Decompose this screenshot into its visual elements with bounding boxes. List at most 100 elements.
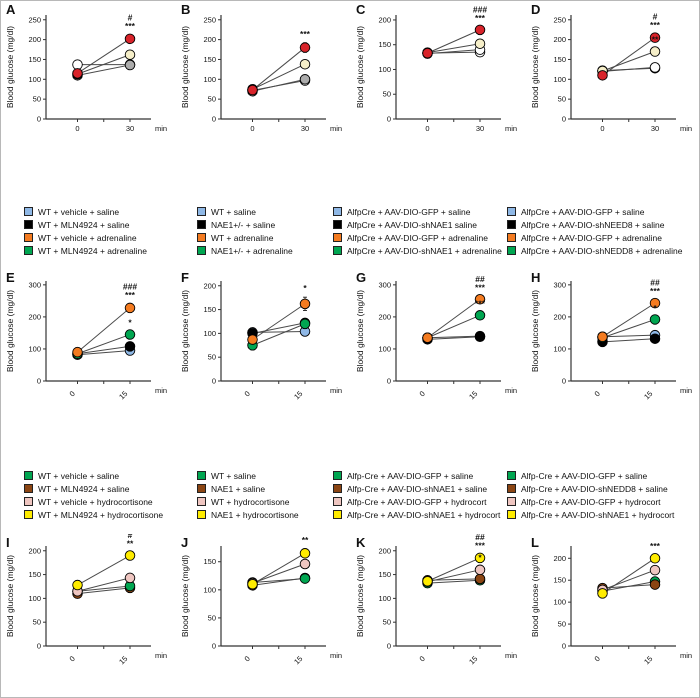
y-tick-label: 50 <box>208 353 216 362</box>
legend-label: WT + vehicle + saline <box>38 470 120 481</box>
y-tick-label: 100 <box>28 594 41 603</box>
y-tick-label: 50 <box>558 620 566 629</box>
y-tick-label: 250 <box>553 15 566 24</box>
y-tick-label: 100 <box>553 75 566 84</box>
legend-label: WT + vehicle + adrenaline <box>38 232 137 243</box>
x-tick-label: 15 <box>467 389 479 401</box>
panel-k: K 0 50 100 150 200 0 15 min Blood glucose (mg/dl)… <box>351 532 526 697</box>
legend-swatch-icon <box>507 471 516 480</box>
y-tick-label: 100 <box>203 329 216 338</box>
legend-item: WT + MLN4924 + saline <box>24 482 163 495</box>
legend-swatch-icon <box>197 484 206 493</box>
y-tick-label: 0 <box>387 377 391 386</box>
x-tick-label: 0 <box>418 389 427 398</box>
legend-item: NAE1+/- + adrenaline <box>197 244 293 257</box>
legend-swatch-icon <box>333 510 342 519</box>
legend-item: WT + saline <box>197 205 293 218</box>
legend-swatch-icon <box>197 233 206 242</box>
y-tick-label: 200 <box>378 546 391 555</box>
legend-item: Alfp-Cre + AAV-DIO-shNAE1 + hydrocort <box>333 508 500 521</box>
panel-label: E <box>6 270 15 285</box>
x-tick-label: 0 <box>593 389 602 398</box>
legend-swatch-icon <box>333 207 342 216</box>
line-chart-c: 0 50 100 150 200 0 30 min Blood glucose (mg/dl) #… <box>355 4 517 133</box>
x-unit-label: min <box>680 124 692 133</box>
significance-annotation: ** <box>127 539 134 549</box>
legend-item: AlfpCre + AAV-DIO-GFP + saline <box>507 205 682 218</box>
significance-annotation: * <box>303 283 307 293</box>
data-point-black-circle <box>649 333 661 344</box>
panel-label: L <box>531 535 539 550</box>
legend-label: WT + MLN4924 + hydrocortisone <box>38 509 164 520</box>
legend-item: AlfpCre + AAV-DIO-GFP + adrenaline <box>333 231 502 244</box>
y-tick-label: 0 <box>37 115 41 124</box>
y-tick-label: 0 <box>387 115 391 124</box>
legend-swatch-icon <box>197 207 206 216</box>
legend-swatch-icon <box>197 497 206 506</box>
panel-c: C 0 50 100 150 200 0 30 min Blood glucose (mg/dl)… <box>351 1 526 171</box>
line-chart-l: 0 50 100 150 200 0 15 min Blood glucose (mg/dl) *… <box>530 541 692 667</box>
y-tick-label: 150 <box>203 305 216 314</box>
y-tick-label: 0 <box>562 377 566 386</box>
panel-label: C <box>356 2 366 17</box>
legend-item: WT + MLN4924 + saline <box>24 218 147 231</box>
legend-label: WT + adrenaline <box>211 232 274 243</box>
significance-annotation: *** <box>650 286 661 296</box>
data-point-orange-circle <box>474 294 486 305</box>
x-tick-label: 0 <box>68 654 77 663</box>
y-axis-title: Blood glucose (mg/dl) <box>530 290 540 372</box>
panel-label: K <box>356 535 366 550</box>
legend-swatch-icon <box>333 233 342 242</box>
y-tick-label: 200 <box>203 35 216 44</box>
y-tick-label: 150 <box>203 557 216 566</box>
legend-block-3: AlfpCre + AAV-DIO-GFP + saline AlfpCre + … <box>333 205 502 257</box>
y-tick-label: 200 <box>378 312 391 321</box>
data-point-pink-circle <box>299 558 311 570</box>
legend-swatch-icon <box>507 246 516 255</box>
x-tick-label: 0 <box>250 124 254 133</box>
x-unit-label: min <box>505 386 517 395</box>
legend-item: Alfp-Cre + AAV-DIO-shNAE1 + saline <box>333 482 500 495</box>
line-chart-h: 0 100 200 300 0 15 min Blood glucose (mg/dl) * ##… <box>530 278 692 402</box>
y-axis-title: Blood glucose (mg/dl) <box>180 26 190 108</box>
significance-annotation: *** <box>125 290 136 300</box>
legend-item: WT + vehicle + hydrocortisone <box>24 495 163 508</box>
legend-item: NAE1+/- + saline <box>197 218 293 231</box>
panel-g: G 0 100 200 300 0 15 min Blood glucose (mg/dl) **… <box>351 269 526 439</box>
data-point-orange-circle <box>72 346 83 358</box>
significance-annotation: ## <box>475 274 485 284</box>
significance-annotation: *** <box>475 283 486 293</box>
legend-item: AlfpCre + AAV-DIO-shNEDD8 + adrenaline <box>507 244 682 257</box>
y-tick-label: 100 <box>28 344 41 353</box>
x-unit-label: min <box>155 651 167 660</box>
legend-swatch-icon <box>197 471 206 480</box>
y-tick-label: 200 <box>28 312 41 321</box>
legend-swatch-icon <box>507 510 516 519</box>
legend-swatch-icon <box>197 246 206 255</box>
legend-label: WT + saline <box>211 470 256 481</box>
data-point-red-circle <box>124 33 136 45</box>
y-tick-label: 200 <box>553 312 566 321</box>
legend-swatch-icon <box>24 207 33 216</box>
legend-swatch-icon <box>507 497 516 506</box>
y-tick-label: 0 <box>212 115 216 124</box>
data-point-yellow-circle <box>299 548 311 559</box>
y-axis-title: Blood glucose (mg/dl) <box>180 555 190 637</box>
legend-row-1: WT + vehicle + saline WT + MLN4924 + sali… <box>1 171 699 269</box>
significance-annotation: ** <box>652 35 659 45</box>
legend-label: AlfpCre + AAV-DIO-GFP + adrenaline <box>521 232 662 243</box>
data-point-red-circle <box>422 47 433 59</box>
legend-label: AlfpCre + AAV-DIO-GFP + saline <box>347 206 471 217</box>
data-point-green-circle <box>299 573 311 584</box>
legend-row-2: WT + vehicle + saline WT + MLN4924 + sali… <box>1 439 699 534</box>
legend-label: WT + vehicle + saline <box>38 206 120 217</box>
y-tick-label: 0 <box>37 642 41 651</box>
y-axis-title: Blood glucose (mg/dl) <box>5 555 15 637</box>
legend-block-1: WT + vehicle + saline WT + MLN4924 + sali… <box>24 205 147 257</box>
y-tick-label: 300 <box>28 280 41 289</box>
legend-label: AlfpCre + AAV-DIO-shNEDD8 + adrenaline <box>521 245 683 256</box>
y-tick-label: 150 <box>553 576 566 585</box>
legend-item: WT + vehicle + adrenaline <box>24 231 147 244</box>
y-axis-title: Blood glucose (mg/dl) <box>530 555 540 637</box>
x-unit-label: min <box>330 124 342 133</box>
